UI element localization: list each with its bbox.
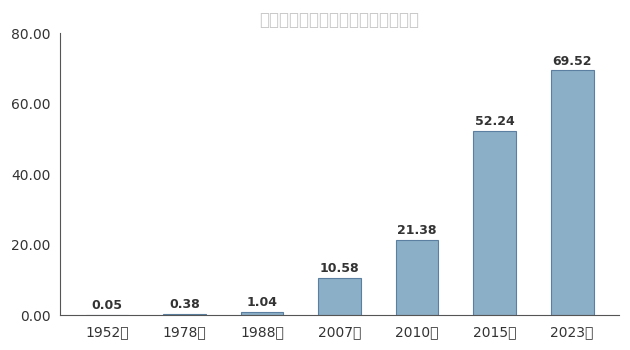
Bar — [396, 240, 438, 315]
Bar — [473, 131, 516, 315]
Text: 69.52: 69.52 — [553, 55, 592, 68]
Text: 21.38: 21.38 — [398, 224, 437, 237]
Bar — [318, 278, 361, 315]
Bar — [551, 70, 593, 315]
Text: 10.58: 10.58 — [320, 262, 360, 275]
Title: 我国律师队伍规模发展历程（万人）: 我国律师队伍规模发展历程（万人） — [260, 11, 420, 29]
Text: 0.05: 0.05 — [91, 299, 123, 312]
Bar — [241, 312, 284, 315]
Text: 52.24: 52.24 — [475, 116, 515, 128]
Text: 0.38: 0.38 — [169, 298, 200, 311]
Bar — [163, 314, 206, 315]
Text: 1.04: 1.04 — [246, 296, 278, 309]
